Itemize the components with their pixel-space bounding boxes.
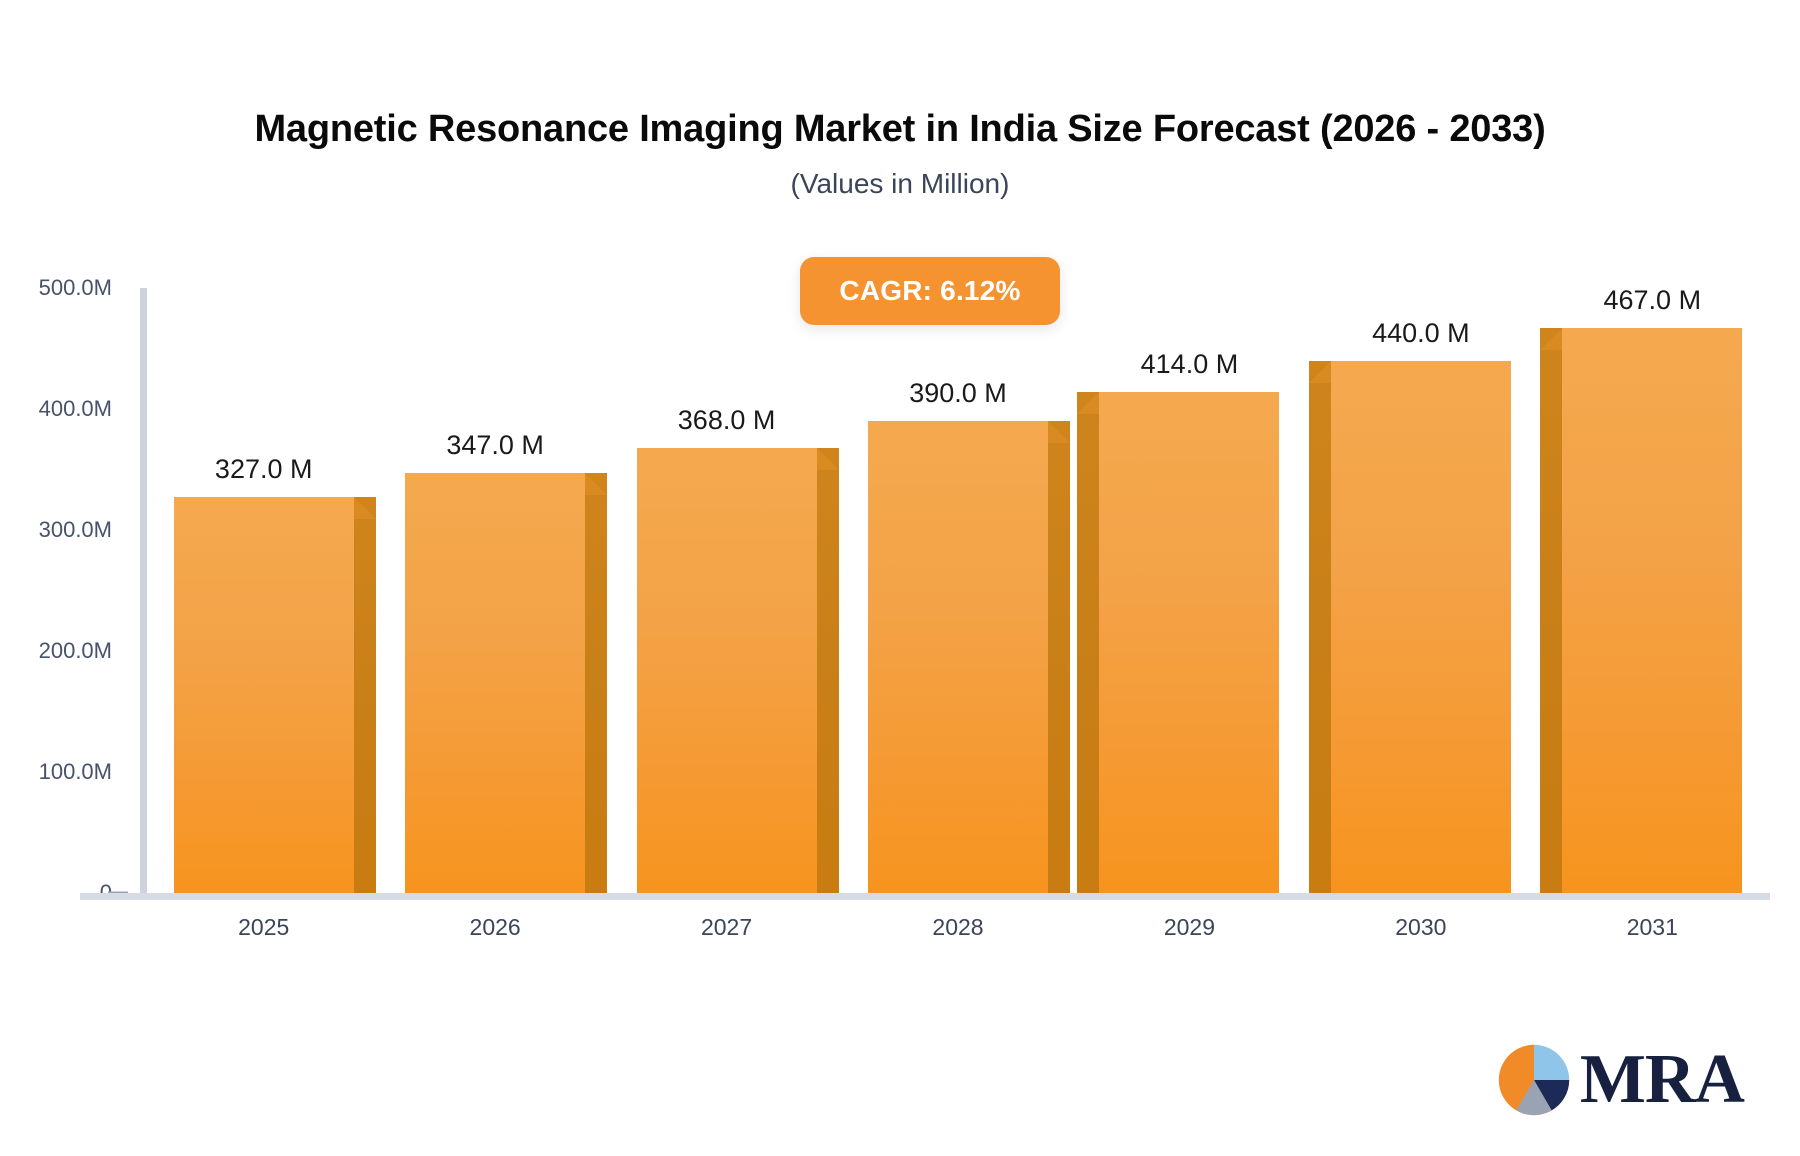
brand-logo: MRA [1494, 1040, 1745, 1120]
y-axis-tick-label: 400.0M [38, 396, 112, 421]
bar-side-face [816, 447, 839, 893]
bar-top-bevel [1048, 421, 1070, 444]
bar-value-label: 414.0 M [1140, 349, 1239, 380]
bar-front-face [1562, 327, 1743, 893]
bar-value-label: 368.0 M [677, 404, 776, 435]
bar-value-label: 390.0 M [909, 378, 1007, 409]
bar-front-face [405, 473, 586, 893]
bar-2030[interactable]: 440.0 M [1308, 318, 1511, 893]
bar-value-label: 347.0 M [446, 430, 544, 461]
y-axis-tick-label: 300.0M [38, 517, 112, 542]
y-axis-tick-label: 200.0M [38, 638, 112, 663]
bar-front-face [868, 421, 1048, 893]
bar-top-bevel [1308, 360, 1331, 383]
logo-text: MRA [1579, 1041, 1745, 1118]
x-axis-tick-2029: 2029 [1163, 914, 1216, 940]
page-subtitle: (Values in Million) [790, 168, 1010, 199]
pie-chart-icon [1498, 1044, 1570, 1116]
bar-front-face [173, 497, 354, 893]
bar-top-bevel [1540, 327, 1563, 350]
x-axis-tick-2025: 2025 [238, 914, 290, 940]
x-axis-tick-2031: 2031 [1626, 914, 1678, 940]
x-axis-tick-2026: 2026 [469, 914, 521, 940]
y-axis-tick-label: 100.0M [38, 759, 112, 784]
bar-top-bevel [585, 473, 608, 496]
bar-2025[interactable]: 327.0 M [173, 454, 376, 893]
bar-top-bevel [353, 497, 376, 520]
cagr-badge: CAGR: 6.12% [800, 257, 1060, 325]
bar-value-label: 327.0 M [214, 454, 313, 485]
bar-2031[interactable]: 467.0 M [1540, 285, 1743, 893]
bar-side-face [1308, 360, 1331, 893]
bar-front-face [1330, 360, 1511, 893]
bar-2029[interactable]: 414.0 M [1077, 349, 1280, 893]
bar-side-face [1540, 327, 1563, 893]
bar-side-face [585, 473, 608, 893]
x-axis-line [80, 893, 1770, 900]
bar-top-bevel [816, 447, 839, 470]
y-axis-tick-label: 500.0M [38, 275, 112, 300]
bar-side-face [1048, 421, 1070, 893]
y-axis-line [140, 288, 147, 893]
page-title: Magnetic Resonance Imaging Market in Ind… [254, 108, 1546, 150]
bar-2026[interactable]: 347.0 M [405, 430, 608, 893]
x-axis-tick-2027: 2027 [700, 914, 753, 940]
bar-value-label: 440.0 M [1372, 317, 1470, 348]
x-axis-tick-2030: 2030 [1395, 914, 1447, 940]
bar-side-face [353, 497, 376, 893]
bar-2028[interactable]: 390.0 M [868, 378, 1070, 893]
bar-2027[interactable]: 368.0 M [636, 405, 839, 893]
bar-value-label: 467.0 M [1603, 284, 1702, 315]
bar-front-face [1099, 392, 1280, 893]
x-axis-tick-2028: 2028 [932, 914, 984, 940]
bar-side-face [1077, 392, 1100, 893]
bar-front-face [636, 447, 817, 893]
bar-top-bevel [1077, 392, 1100, 415]
